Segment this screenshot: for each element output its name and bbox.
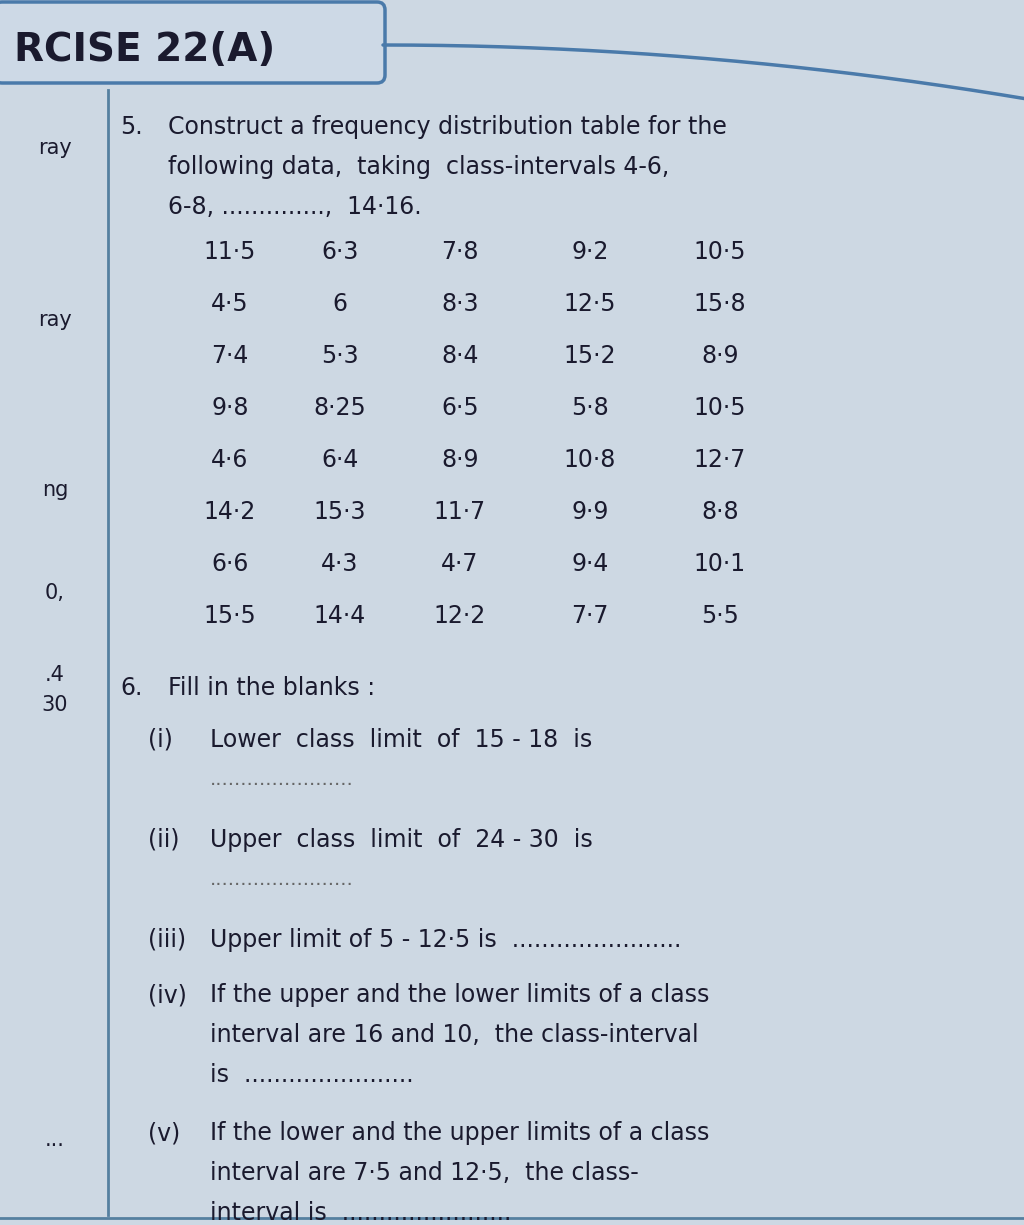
Text: Upper  class  limit  of  24 - 30  is: Upper class limit of 24 - 30 is [210,828,593,853]
Text: 7·8: 7·8 [441,240,479,265]
Text: .......................: ....................... [210,771,353,789]
Text: 6·4: 6·4 [322,448,358,472]
Text: 4·7: 4·7 [441,552,478,576]
Text: 11·5: 11·5 [204,240,256,265]
Text: 8·4: 8·4 [441,344,479,368]
Text: 4·3: 4·3 [322,552,358,576]
Text: 11·7: 11·7 [434,500,486,524]
Text: 14·4: 14·4 [314,604,367,628]
Text: 7·7: 7·7 [571,604,608,628]
Text: Fill in the blanks :: Fill in the blanks : [168,676,375,699]
Text: 7·4: 7·4 [211,344,249,368]
Text: 6·3: 6·3 [322,240,358,265]
Text: 5·3: 5·3 [322,344,358,368]
Text: 4·6: 4·6 [211,448,249,472]
Text: 8·9: 8·9 [701,344,738,368]
Text: 12·2: 12·2 [434,604,486,628]
Text: 8·9: 8·9 [441,448,479,472]
Text: 6·6: 6·6 [211,552,249,576]
Text: 10·5: 10·5 [693,396,746,420]
FancyBboxPatch shape [0,2,385,83]
Text: If the upper and the lower limits of a class: If the upper and the lower limits of a c… [210,982,710,1007]
Text: RCISE 22(A): RCISE 22(A) [14,31,275,69]
Text: 5·5: 5·5 [701,604,739,628]
Text: 15·3: 15·3 [313,500,367,524]
Text: 10·1: 10·1 [694,552,746,576]
Text: Construct a frequency distribution table for the: Construct a frequency distribution table… [168,115,727,138]
Text: 9·9: 9·9 [571,500,608,524]
Text: 6-8, ..............,  14·16.: 6-8, .............., 14·16. [168,195,422,219]
Text: following data,  taking  class-intervals 4-6,: following data, taking class-intervals 4… [168,156,670,179]
Text: 10·8: 10·8 [564,448,616,472]
Text: 4·5: 4·5 [211,292,249,316]
Text: 9·2: 9·2 [571,240,608,265]
Text: (i): (i) [148,728,173,752]
Text: ng: ng [42,480,69,500]
Text: 12·7: 12·7 [694,448,746,472]
Text: 8·8: 8·8 [701,500,738,524]
Text: interval are 16 and 10,  the class-interval: interval are 16 and 10, the class-interv… [210,1023,698,1047]
Text: 9·4: 9·4 [571,552,608,576]
Text: If the lower and the upper limits of a class: If the lower and the upper limits of a c… [210,1121,710,1145]
Text: 15·8: 15·8 [693,292,746,316]
Text: (iv): (iv) [148,982,186,1007]
Text: Upper limit of 5 - 12·5 is  .......................: Upper limit of 5 - 12·5 is .............… [210,929,681,952]
Text: (iii): (iii) [148,929,186,952]
Text: 15·5: 15·5 [204,604,256,628]
Text: 5·8: 5·8 [571,396,609,420]
Text: ray: ray [38,138,72,158]
Text: 5.: 5. [120,115,142,138]
Text: is  .......................: is ....................... [210,1063,414,1087]
Text: interval are 7·5 and 12·5,  the class-: interval are 7·5 and 12·5, the class- [210,1161,639,1185]
Text: 12·5: 12·5 [564,292,616,316]
Text: .......................: ....................... [210,870,353,889]
Text: 9·8: 9·8 [211,396,249,420]
Text: 10·5: 10·5 [693,240,746,265]
Text: 6·5: 6·5 [441,396,479,420]
Text: Lower  class  limit  of  15 - 18  is: Lower class limit of 15 - 18 is [210,728,592,752]
Text: 8·3: 8·3 [441,292,479,316]
Text: (ii): (ii) [148,828,179,853]
Text: 14·2: 14·2 [204,500,256,524]
Text: interval is  .......................: interval is ....................... [210,1200,511,1225]
Text: ...: ... [45,1129,65,1150]
Text: 6: 6 [333,292,347,316]
Text: 6.: 6. [120,676,142,699]
Text: 8·25: 8·25 [313,396,367,420]
Text: ray: ray [38,310,72,330]
Text: (v): (v) [148,1121,180,1145]
Text: .4: .4 [45,665,65,685]
Text: 30: 30 [42,695,69,715]
Text: 15·2: 15·2 [564,344,616,368]
Text: 0,: 0, [45,583,65,603]
